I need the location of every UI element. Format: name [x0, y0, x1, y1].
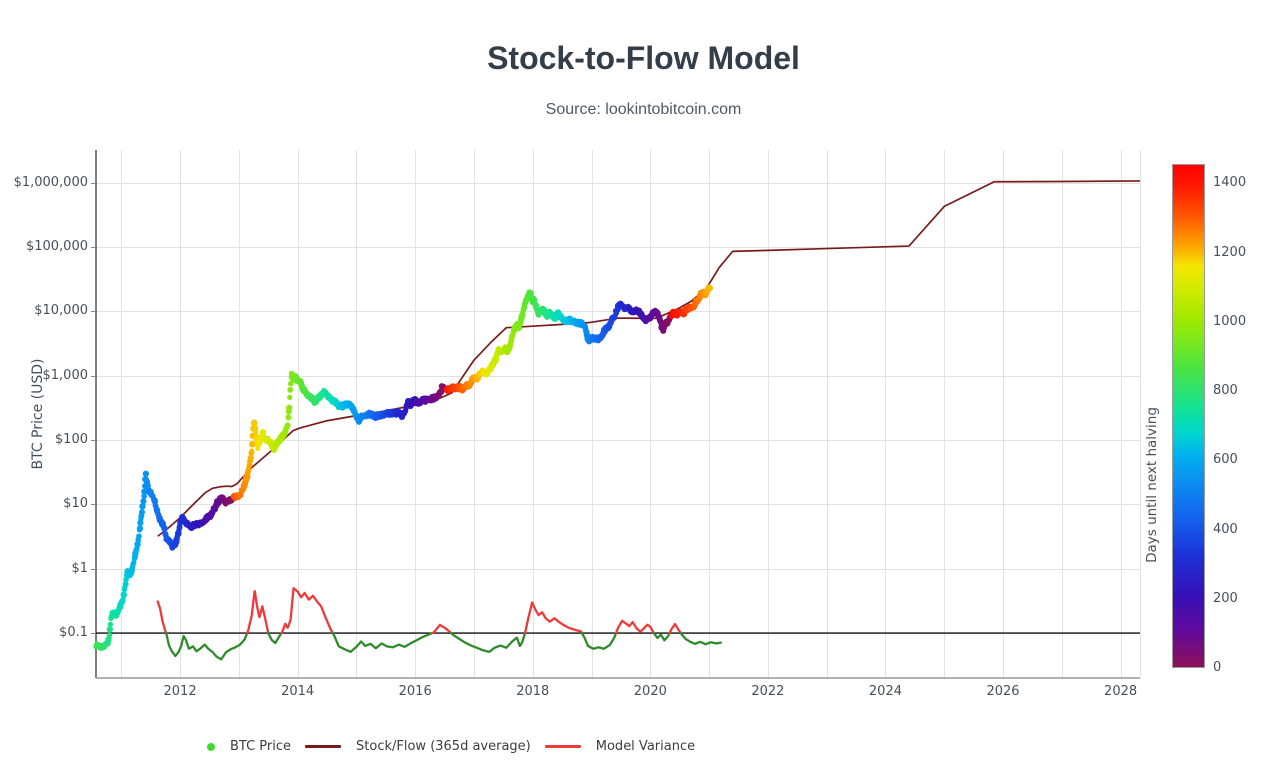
y-tick-label: $100 [54, 432, 88, 448]
x-tick-label: 2022 [751, 684, 785, 699]
colorbar-tick-label: 1200 [1213, 244, 1247, 260]
y-tick-label: $10 [63, 496, 88, 512]
y-tick-label: $1,000 [42, 367, 89, 383]
colorbar-tick-label: 200 [1213, 590, 1238, 606]
x-tick-label: 2024 [868, 684, 902, 699]
x-tick-label: 2026 [986, 684, 1020, 699]
stock-flow-line-icon [305, 745, 342, 748]
legend-item-btc-price[interactable]: BTC Price [207, 739, 291, 754]
x-tick-label: 2018 [516, 684, 550, 699]
colorbar-tick-label: 1400 [1213, 175, 1247, 191]
legend-item-stock-flow[interactable]: Stock/Flow (365d average) [305, 739, 531, 754]
x-tick-label: 2020 [633, 684, 667, 699]
x-tick-label: 2016 [398, 684, 432, 699]
colorbar-title: Days until next halving [1144, 407, 1160, 563]
btc-price-dot-icon [207, 742, 215, 751]
y-tick-label: $10,000 [34, 303, 88, 319]
colorbar-gradient [1172, 164, 1205, 668]
y-tick-label: $1,000,000 [13, 174, 88, 190]
y-tick-label: $0.1 [59, 625, 88, 641]
y-tick-label: $1 [71, 560, 88, 576]
colorbar-tick-label: 400 [1213, 521, 1238, 537]
legend-label-model-variance: Model Variance [595, 739, 696, 754]
colorbar-tick-label: 1000 [1213, 313, 1247, 329]
y-tick-label: $100,000 [25, 239, 88, 255]
x-tick-label: 2028 [1104, 684, 1138, 699]
legend-item-model-variance[interactable]: Model Variance [544, 739, 696, 754]
legend-label-stock-flow: Stock/Flow (365d average) [356, 739, 531, 754]
x-tick-label: 2014 [281, 684, 315, 699]
model-variance-line-icon [544, 745, 581, 748]
legend: BTC Price Stock/Flow (365d average) Mode… [207, 739, 695, 754]
colorbar-tick-label: 600 [1213, 452, 1238, 468]
colorbar-tick-label: 800 [1213, 383, 1238, 399]
colorbar-tick-label: 0 [1213, 660, 1222, 675]
x-tick-label: 2012 [163, 684, 197, 699]
legend-label-btc-price: BTC Price [230, 739, 292, 754]
